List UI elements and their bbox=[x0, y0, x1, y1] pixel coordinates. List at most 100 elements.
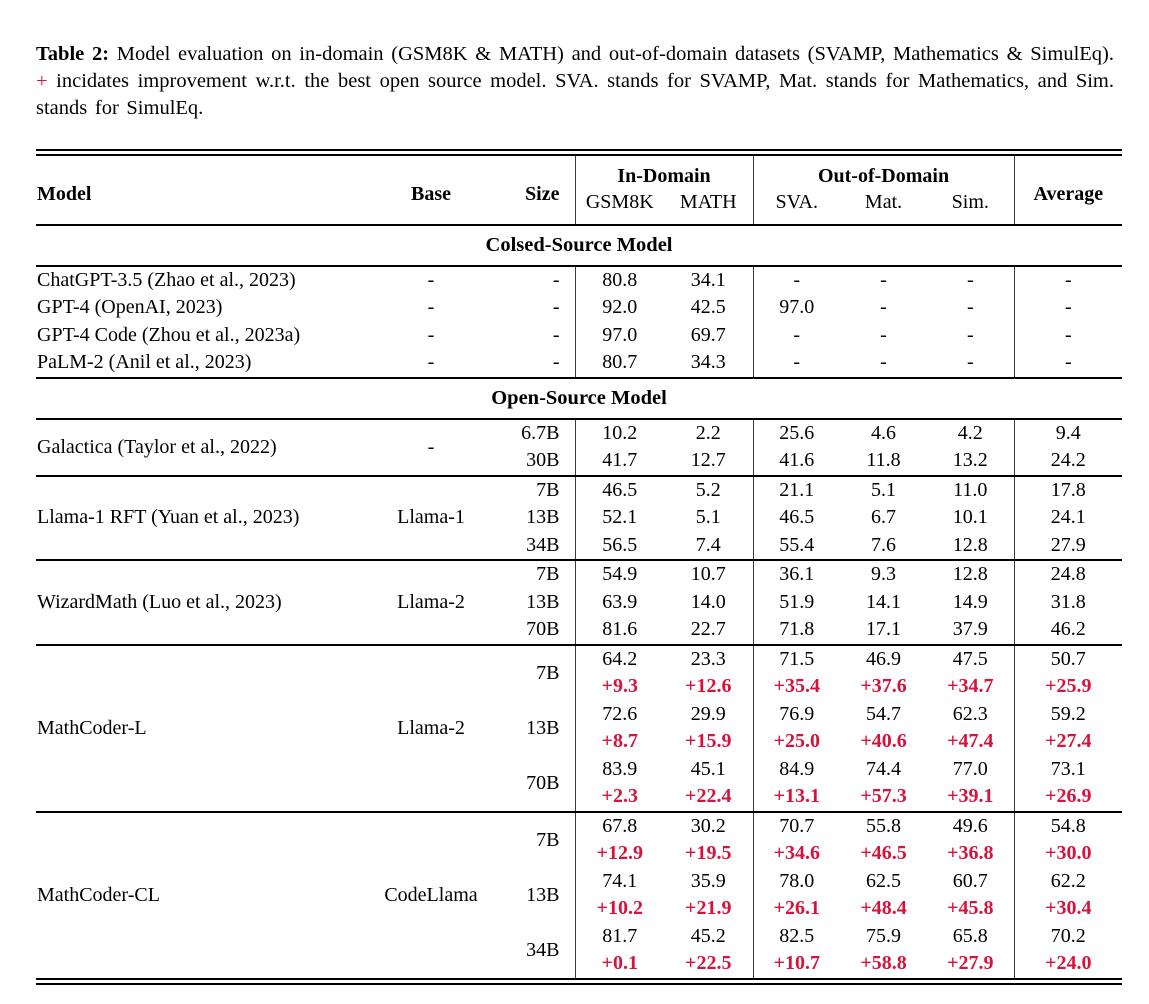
model-size-cell: 7B bbox=[496, 810, 575, 868]
score-cell: - bbox=[966, 323, 974, 346]
section-title: Open-Source Model bbox=[36, 376, 1123, 420]
score-cell: 14.1 bbox=[866, 590, 902, 613]
score-cell: 46.5 bbox=[752, 504, 841, 532]
improvement-cell: +10.7 bbox=[752, 950, 841, 978]
score-cell: 77.0 bbox=[952, 757, 988, 780]
table-row: GPT-4 Code (Zhou et al., 2023a) - -97.0 69.… bbox=[36, 321, 1123, 349]
score-cell: 80.7 bbox=[574, 349, 664, 378]
score-cell: - bbox=[1013, 294, 1123, 322]
col-header-mathematics: Mat. bbox=[864, 191, 903, 213]
score-cell: 74.4 bbox=[866, 757, 902, 780]
results-table: Model Base Size In-Domain Out-of-Domain … bbox=[36, 155, 1123, 978]
col-header-out-of-domain: Out-of-Domain bbox=[752, 155, 1015, 188]
score-cell: 83.9 bbox=[574, 755, 664, 783]
score-cell: 54.9 bbox=[574, 559, 664, 589]
score-cell: 71.8 bbox=[752, 616, 841, 645]
improvement-cell: +40.6 bbox=[860, 730, 907, 753]
section-row: Colsed-Source Model bbox=[36, 224, 1123, 267]
table-caption: Table 2: Model evaluation on in-domain (… bbox=[36, 41, 1114, 122]
improvement-cell: +2.3 bbox=[574, 783, 664, 812]
score-cell: - bbox=[1013, 265, 1123, 294]
score-cell: - bbox=[752, 265, 841, 294]
table-body: Colsed-Source Model ChatGPT-3.5 (Zhao et … bbox=[36, 224, 1123, 978]
score-cell: 47.5 bbox=[927, 643, 1015, 673]
col-header-size: Size bbox=[525, 182, 560, 205]
improvement-cell: +35.4 bbox=[752, 673, 841, 701]
score-cell: 78.0 bbox=[752, 867, 841, 895]
table-row: 70B 81.6 22.7 71.8 17.1 37.9 46.2 bbox=[36, 616, 1123, 645]
score-cell: 7.6 bbox=[871, 533, 897, 556]
col-header-average: Average bbox=[1013, 155, 1123, 225]
model-size-cell: 70B bbox=[526, 771, 560, 794]
improvement-cell: +30.4 bbox=[1013, 895, 1123, 923]
score-cell: 24.1 bbox=[1013, 504, 1123, 532]
table-row: Llama-1 RFT (Yuan et al., 2023) Llama-1 7B… bbox=[36, 474, 1123, 560]
improvement-cell: +21.9 bbox=[685, 897, 732, 920]
model-size-cell: 7B bbox=[496, 643, 575, 701]
table-row: Galactica (Taylor et al., 2022) - 6.7B 10.2… bbox=[36, 418, 1123, 458]
improvement-cell: +37.6 bbox=[860, 675, 907, 698]
score-cell: - bbox=[966, 351, 974, 374]
improvement-cell: +19.5 bbox=[685, 842, 732, 865]
improvement-cell: +12.6 bbox=[685, 675, 732, 698]
score-cell: 52.1 bbox=[574, 504, 664, 532]
improvement-cell: +9.3 bbox=[574, 673, 664, 701]
score-cell: 14.9 bbox=[952, 590, 988, 613]
score-cell: 74.1 bbox=[574, 867, 664, 895]
table-row: PaLM-2 (Anil et al., 2023) - -80.7 34.3- - - - bbox=[36, 349, 1123, 378]
header-row-groups: Model Base Size In-Domain Out-of-Domain … bbox=[36, 155, 1123, 225]
model-name-cell: PaLM-2 (Anil et al., 2023) bbox=[37, 351, 252, 374]
model-name-cell: Llama-1 RFT (Yuan et al., 2023) bbox=[36, 474, 366, 560]
model-name-cell: GPT-4 (OpenAI, 2023) bbox=[37, 296, 223, 319]
section-row: Open-Source Model bbox=[36, 376, 1123, 420]
model-name-cell: Galactica (Taylor et al., 2022) bbox=[37, 435, 277, 458]
table-row: 30B 41.7 12.7 41.6 11.8 13.2 24.2 bbox=[36, 447, 1123, 476]
model-name-cell: MathCoder-CL bbox=[36, 810, 366, 978]
col-header-svamp: SVA. bbox=[752, 187, 841, 225]
score-cell: 4.6 bbox=[871, 421, 897, 444]
improvement-cell: +27.4 bbox=[1013, 728, 1123, 756]
improvement-cell: +12.9 bbox=[574, 840, 664, 868]
improvement-cell: +39.1 bbox=[947, 785, 994, 808]
improvement-cell: +0.1 bbox=[574, 950, 664, 978]
improvement-cell: +15.9 bbox=[685, 730, 732, 753]
score-cell: 21.1 bbox=[752, 474, 841, 504]
score-cell: 31.8 bbox=[1013, 588, 1123, 616]
improvement-cell: +48.4 bbox=[860, 897, 907, 920]
base-model-cell: Llama-1 bbox=[366, 474, 496, 560]
model-name-cell: WizardMath (Luo et al., 2023) bbox=[36, 559, 366, 645]
caption-text-1: Model evaluation on in-domain (GSM8K & M… bbox=[109, 42, 1114, 65]
score-cell: 10.2 bbox=[574, 418, 664, 447]
score-cell: 70.7 bbox=[752, 810, 841, 840]
score-cell: 62.2 bbox=[1013, 867, 1123, 895]
model-size-cell: - bbox=[552, 351, 560, 374]
score-cell: 22.7 bbox=[690, 618, 726, 641]
model-size-cell: 70B bbox=[526, 618, 560, 641]
score-cell: 84.9 bbox=[752, 755, 841, 783]
table-row: 70B 83.9 45.1 84.9 74.4 77.0 73.1 bbox=[36, 755, 1123, 794]
score-cell: 55.4 bbox=[752, 531, 841, 560]
score-cell: 29.9 bbox=[690, 702, 726, 725]
improvement-cell: +27.9 bbox=[947, 952, 994, 975]
score-cell: 56.5 bbox=[574, 531, 664, 560]
base-model-cell: - bbox=[427, 351, 435, 374]
delta-row: +12.9 +19.5 +34.6 +46.5 +36.8 +30.0 bbox=[36, 840, 1123, 868]
score-cell: 34.1 bbox=[690, 268, 726, 291]
score-cell: 9.4 bbox=[1013, 418, 1123, 447]
model-size-cell: 13B bbox=[526, 506, 560, 529]
score-cell: 82.5 bbox=[752, 922, 841, 950]
score-cell: 49.6 bbox=[927, 810, 1015, 840]
score-cell: 70.2 bbox=[1013, 922, 1123, 950]
score-cell: 2.2 bbox=[695, 421, 721, 444]
delta-row: +2.3 +22.4 +13.1 +57.3 +39.1 +26.9 bbox=[36, 783, 1123, 812]
score-cell: 36.1 bbox=[752, 559, 841, 589]
model-size-cell: - bbox=[552, 323, 560, 346]
score-cell: 46.2 bbox=[1013, 616, 1123, 645]
delta-row: +10.2 +21.9 +26.1 +48.4 +45.8 +30.4 bbox=[36, 895, 1123, 923]
score-cell: 63.9 bbox=[574, 588, 664, 616]
caption-plus-sign: + bbox=[36, 69, 48, 92]
table-header: Model Base Size In-Domain Out-of-Domain … bbox=[36, 155, 1123, 225]
improvement-cell: +25.0 bbox=[752, 728, 841, 756]
improvement-cell: +26.1 bbox=[752, 895, 841, 923]
